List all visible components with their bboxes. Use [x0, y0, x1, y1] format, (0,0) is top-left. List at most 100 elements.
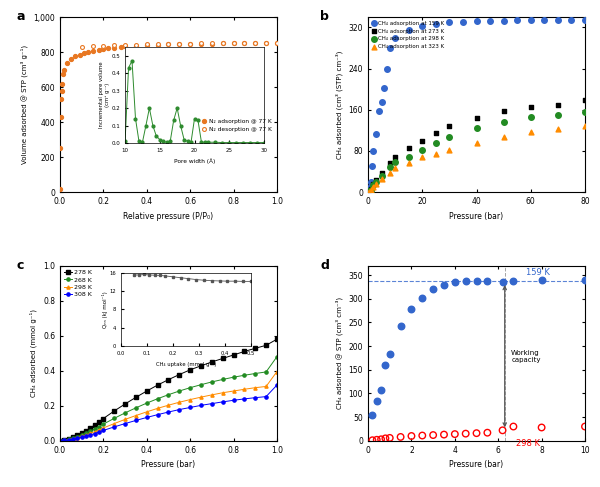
- CH₄ adsorption at 159 K: [580, 16, 590, 23]
- CH₄ adsorption at 323 K: [366, 186, 376, 194]
- N₂ adsorption @ 77 K: [56, 187, 64, 192]
- 308 K: [70, 436, 77, 442]
- CH₄ adsorption at 298 K: [385, 164, 395, 171]
- 278 K: [143, 388, 151, 394]
- 268 K: [78, 432, 85, 438]
- 308 K: [121, 421, 128, 427]
- 308 K: [241, 396, 248, 402]
- CH₄ adsorption at 298 K: [391, 158, 400, 166]
- 278 K: [74, 432, 81, 438]
- 268 K: [56, 438, 64, 444]
- 298 K: [87, 431, 94, 436]
- Text: a: a: [17, 10, 25, 23]
- CH₄ adsorption at 159 K: [458, 18, 468, 26]
- 298 K: [56, 438, 64, 444]
- N₂ desorption @ 77 K: [100, 43, 107, 49]
- 308 K: [219, 399, 226, 405]
- CH₄ adsorption at 273 K: [526, 103, 536, 111]
- CH₄ adsorption at 159 K: [365, 184, 374, 192]
- Point: [580, 423, 590, 431]
- 278 K: [65, 436, 72, 442]
- Point: [509, 277, 518, 285]
- Point: [385, 434, 395, 442]
- CH₄ adsorption at 298 K: [431, 139, 440, 147]
- CH₄ adsorption at 159 K: [385, 44, 395, 52]
- 308 K: [251, 395, 259, 401]
- Point: [396, 322, 406, 330]
- CH₄ adsorption at 298 K: [553, 111, 563, 119]
- 278 K: [56, 438, 64, 444]
- 278 K: [82, 428, 89, 433]
- N₂ adsorption @ 77 K: [100, 46, 107, 52]
- Point: [376, 435, 386, 443]
- 308 K: [262, 393, 269, 399]
- 308 K: [56, 438, 64, 444]
- CH₄ adsorption at 273 K: [391, 153, 400, 161]
- X-axis label: Pressure (bar): Pressure (bar): [449, 211, 503, 221]
- N₂ adsorption @ 77 K: [117, 44, 124, 50]
- 298 K: [208, 392, 215, 398]
- N₂ adsorption @ 77 K: [251, 40, 259, 46]
- 298 K: [91, 429, 98, 434]
- N₂ adsorption @ 77 K: [59, 81, 66, 87]
- 268 K: [95, 424, 103, 430]
- N₂ desorption @ 77 K: [197, 40, 205, 46]
- CH₄ adsorption at 273 K: [431, 129, 440, 137]
- 308 K: [165, 409, 172, 415]
- CH₄ adsorption at 323 K: [499, 132, 508, 140]
- 308 K: [61, 437, 68, 443]
- Line: 298 K: 298 K: [58, 370, 278, 442]
- N₂ adsorption @ 77 K: [57, 146, 64, 151]
- CH₄ adsorption at 159 K: [364, 187, 373, 195]
- Line: N₂ desorption @ 77 K: N₂ desorption @ 77 K: [80, 40, 279, 49]
- Point: [368, 411, 377, 419]
- Y-axis label: Volume adsorbed @ STP (cm³ g⁻¹): Volume adsorbed @ STP (cm³ g⁻¹): [20, 45, 28, 164]
- N₂ adsorption @ 77 K: [133, 43, 140, 49]
- 308 K: [95, 429, 103, 435]
- CH₄ adsorption at 159 K: [380, 84, 389, 92]
- CH₄ adsorption at 323 K: [404, 159, 413, 167]
- 278 K: [176, 372, 183, 377]
- 268 K: [197, 382, 205, 388]
- N₂ adsorption @ 77 K: [57, 114, 64, 120]
- 278 K: [78, 430, 85, 436]
- 278 K: [87, 425, 94, 431]
- Point: [450, 430, 460, 438]
- 298 K: [143, 409, 151, 415]
- Point: [439, 281, 449, 288]
- CH₄ adsorption at 159 K: [404, 26, 413, 34]
- 268 K: [70, 435, 77, 441]
- 298 K: [154, 405, 161, 411]
- 268 K: [208, 379, 215, 385]
- 308 K: [82, 433, 89, 439]
- N₂ desorption @ 77 K: [187, 41, 194, 47]
- CH₄ adsorption at 273 K: [368, 180, 378, 188]
- 278 K: [110, 408, 118, 414]
- Line: 278 K: 278 K: [58, 337, 278, 442]
- 268 K: [262, 369, 269, 375]
- N₂ adsorption @ 77 K: [58, 96, 65, 102]
- 298 K: [61, 437, 68, 443]
- 268 K: [187, 385, 194, 391]
- Point: [372, 397, 382, 405]
- N₂ adsorption @ 77 K: [110, 45, 118, 51]
- Point: [428, 431, 438, 439]
- Legend: 278 K, 268 K, 298 K, 308 K: 278 K, 268 K, 298 K, 308 K: [63, 269, 93, 299]
- N₂ adsorption @ 77 K: [165, 41, 172, 47]
- N₂ adsorption @ 77 K: [89, 48, 96, 54]
- CH₄ adsorption at 273 K: [371, 176, 381, 184]
- N₂ desorption @ 77 K: [176, 41, 183, 47]
- 278 K: [121, 401, 128, 407]
- 278 K: [219, 356, 226, 361]
- N₂ desorption @ 77 K: [219, 40, 226, 46]
- 278 K: [197, 363, 205, 369]
- CH₄ adsorption at 323 K: [445, 146, 454, 154]
- CH₄ adsorption at 323 K: [365, 187, 374, 195]
- CH₄ adsorption at 159 K: [377, 98, 386, 106]
- 268 K: [110, 415, 118, 421]
- 298 K: [78, 433, 85, 439]
- CH₄ adsorption at 273 K: [445, 122, 454, 130]
- X-axis label: Pressure (bar): Pressure (bar): [142, 460, 196, 469]
- Point: [376, 386, 386, 393]
- Point: [407, 305, 416, 313]
